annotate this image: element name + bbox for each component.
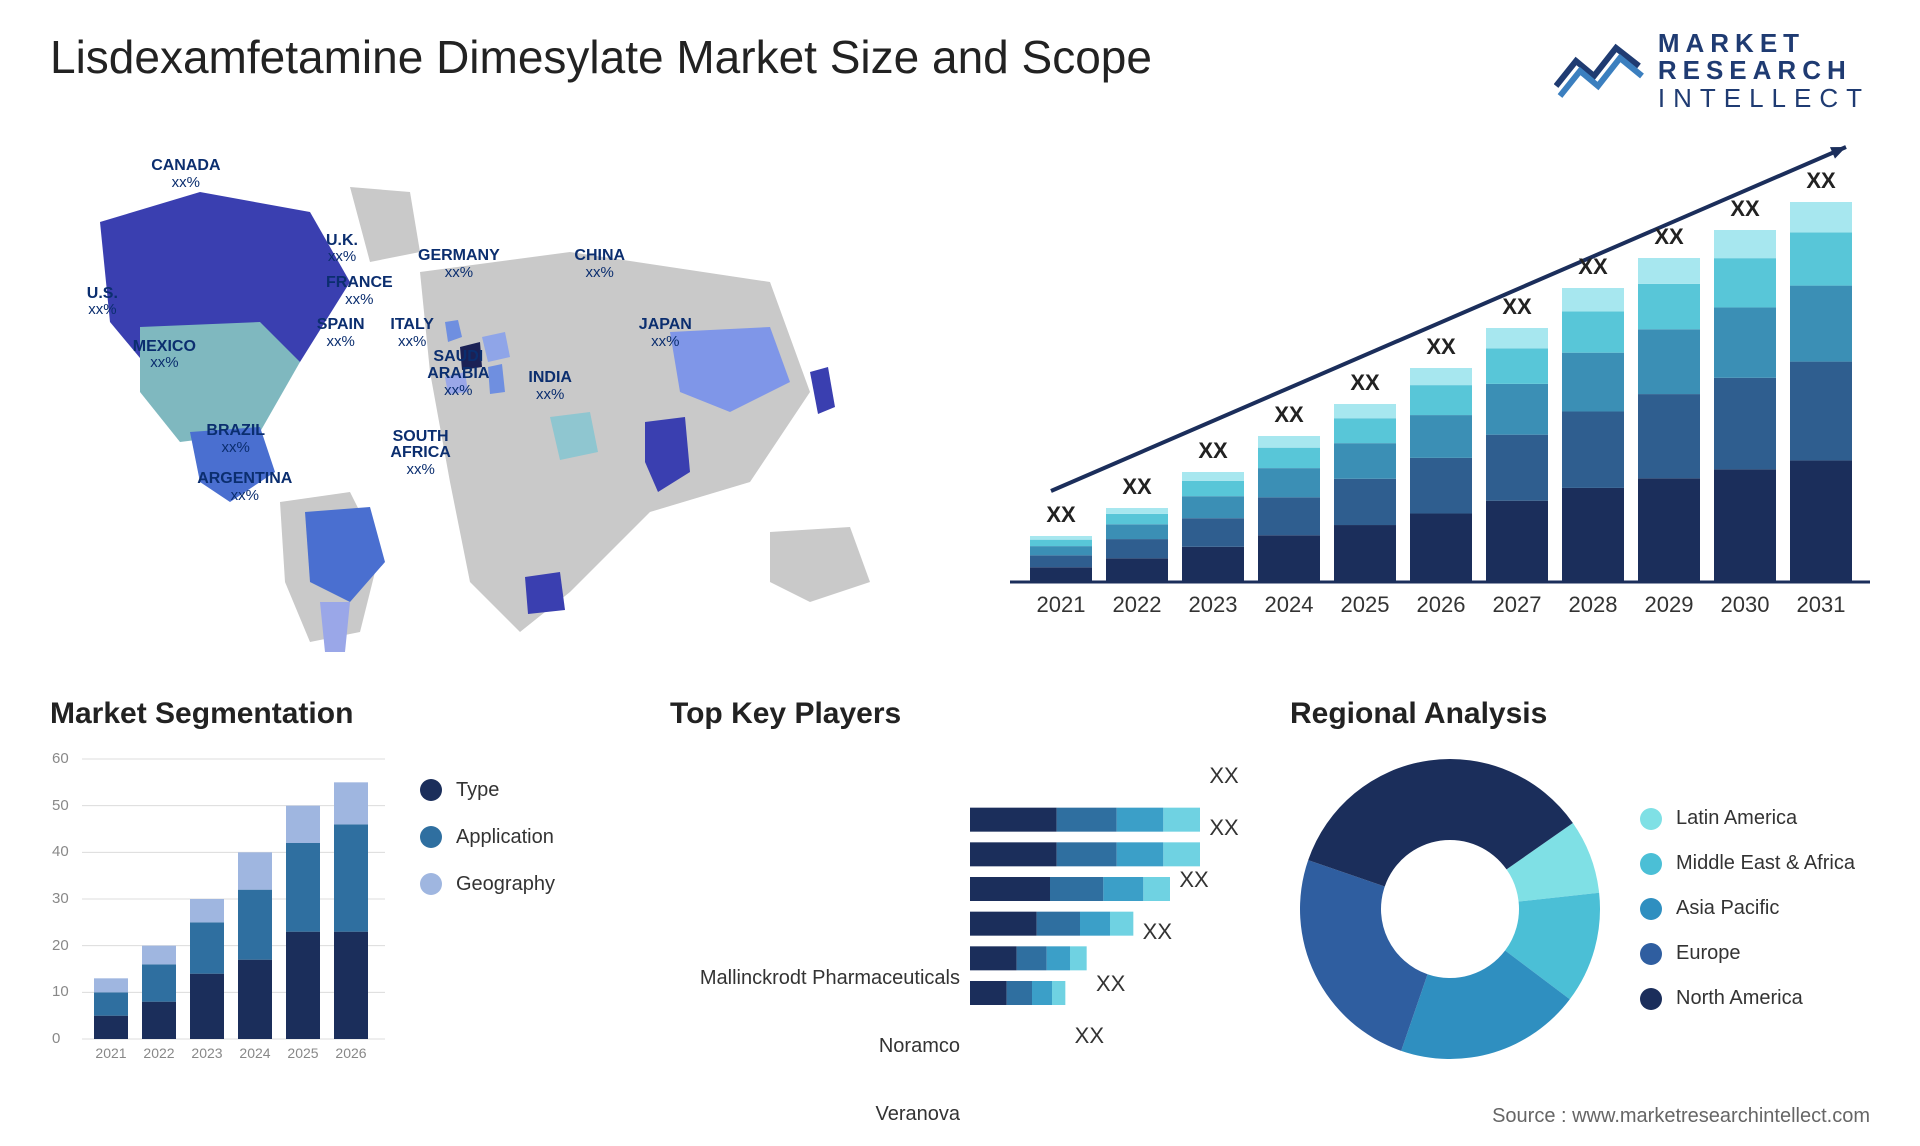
brand-logo: MARKET RESEARCH INTELLECT — [1554, 30, 1870, 112]
player-name — [670, 885, 960, 937]
segmentation-y-tick: 50 — [52, 797, 69, 814]
regional-panel: Regional Analysis Latin America Middle Ea… — [1290, 697, 1870, 1145]
segmentation-legend-item: Application — [420, 826, 555, 849]
segmentation-x-tick: 2024 — [239, 1045, 270, 1061]
growth-bar-value: XX — [1350, 370, 1379, 396]
player-bar-value: XX — [1209, 815, 1238, 841]
logo-mark-icon — [1554, 36, 1644, 106]
map-country-label: SAUDIARABIAxx% — [427, 349, 489, 398]
segmentation-y-tick: 60 — [52, 750, 69, 767]
map-country-label: INDIAxx% — [528, 370, 572, 403]
player-name: Noramco — [670, 1021, 960, 1073]
segmentation-legend-item: Type — [420, 779, 555, 802]
map-country-label: SPAINxx% — [317, 317, 365, 350]
segmentation-y-tick: 0 — [52, 1030, 60, 1047]
player-name: Mallinckrodt Pharmaceuticals — [670, 953, 960, 1005]
segmentation-y-tick: 30 — [52, 890, 69, 907]
logo-line2: RESEARCH — [1658, 57, 1870, 84]
player-name — [670, 749, 960, 801]
growth-bar-year: 2022 — [1113, 592, 1162, 618]
map-country-label: ARGENTINAxx% — [197, 471, 292, 504]
map-country-label: FRANCExx% — [326, 275, 393, 308]
growth-bar-year: 2030 — [1721, 592, 1770, 618]
growth-bar-value: XX — [1198, 438, 1227, 464]
players-panel: Top Key Players Mallinckrodt Pharmaceuti… — [670, 697, 1250, 1145]
segmentation-chart: 0 10 20 30 40 50 60 2021 2022 2023 2024 2025 2026 — [50, 749, 390, 1069]
regional-title: Regional Analysis — [1290, 697, 1870, 731]
map-country-label: CANADAxx% — [151, 158, 220, 191]
regional-legend-item: Europe — [1640, 942, 1855, 965]
player-bar-value: XX — [1143, 919, 1172, 945]
growth-bar-year: 2025 — [1341, 592, 1390, 618]
map-country-label: U.K.xx% — [326, 233, 358, 266]
page-title: Lisdexamfetamine Dimesylate Market Size … — [50, 30, 1152, 84]
map-country-label: MEXICOxx% — [133, 339, 196, 372]
segmentation-legend: Type Application Geography — [420, 779, 555, 1069]
growth-bar-year: 2031 — [1797, 592, 1846, 618]
source-text: Source : www.marketresearchintellect.com — [1492, 1105, 1870, 1128]
growth-bar-value: XX — [1274, 402, 1303, 428]
segmentation-title: Market Segmentation — [50, 697, 630, 731]
segmentation-legend-item: Geography — [420, 873, 555, 896]
growth-bar-value: XX — [1122, 474, 1151, 500]
map-country-label: SOUTHAFRICAxx% — [390, 429, 450, 478]
player-bar-value: XX — [1096, 971, 1125, 997]
growth-bar-year: 2023 — [1189, 592, 1238, 618]
map-country-label: CHINAxx% — [574, 248, 625, 281]
growth-bar-year: 2028 — [1569, 592, 1618, 618]
players-names: Mallinckrodt Pharmaceuticals Noramco Veran… — [670, 749, 960, 1145]
growth-bar-value: XX — [1426, 334, 1455, 360]
growth-bar-value: XX — [1046, 502, 1075, 528]
segmentation-x-tick: 2023 — [191, 1045, 222, 1061]
regional-legend-item: Asia Pacific — [1640, 897, 1855, 920]
map-country-label: JAPANxx% — [639, 317, 692, 350]
growth-bar-year: 2021 — [1037, 592, 1086, 618]
segmentation-panel: Market Segmentation 0 10 20 30 40 50 60 2021 202… — [50, 697, 630, 1145]
regional-legend: Latin America Middle East & Africa Asia Pa… — [1640, 807, 1855, 1010]
growth-bar-year: 2024 — [1265, 592, 1314, 618]
growth-bar-chart: XX 2021 XX 2022 XX 2023 XX 2024 XX 2025 XX 2026 XX 20… — [1010, 132, 1870, 662]
growth-bar-year: 2026 — [1417, 592, 1466, 618]
map-country-label: GERMANYxx% — [418, 248, 500, 281]
growth-bar-value: XX — [1806, 168, 1835, 194]
segmentation-x-tick: 2022 — [143, 1045, 174, 1061]
segmentation-x-tick: 2025 — [287, 1045, 318, 1061]
map-country-label: BRAZILxx% — [206, 423, 265, 456]
player-bar-value: XX — [1075, 1023, 1104, 1049]
growth-bar-year: 2029 — [1645, 592, 1694, 618]
player-bar-value: XX — [1179, 867, 1208, 893]
player-name — [670, 817, 960, 869]
segmentation-y-tick: 20 — [52, 937, 69, 954]
player-bar-value: XX — [1209, 763, 1238, 789]
regional-legend-item: North America — [1640, 987, 1855, 1010]
growth-bar-value: XX — [1730, 196, 1759, 222]
segmentation-x-tick: 2026 — [335, 1045, 366, 1061]
segmentation-x-tick: 2021 — [95, 1045, 126, 1061]
segmentation-y-tick: 10 — [52, 983, 69, 1000]
player-name: Veranova — [670, 1089, 960, 1141]
players-chart: XXXXXXXXXXXX — [970, 749, 1250, 1069]
world-map: CANADAxx% U.S.xx% MEXICOxx% BRAZILxx% ARGENT… — [50, 132, 970, 662]
map-country-label: U.S.xx% — [87, 286, 118, 319]
map-country-label: ITALYxx% — [390, 317, 434, 350]
regional-donut-chart — [1290, 749, 1610, 1069]
growth-bar-year: 2027 — [1493, 592, 1542, 618]
players-title: Top Key Players — [670, 697, 1250, 731]
logo-line1: MARKET — [1658, 30, 1870, 57]
segmentation-y-tick: 40 — [52, 843, 69, 860]
growth-bar-value: XX — [1654, 224, 1683, 250]
regional-legend-item: Latin America — [1640, 807, 1855, 830]
growth-bar-value: XX — [1578, 254, 1607, 280]
growth-bar-value: XX — [1502, 294, 1531, 320]
logo-line3: INTELLECT — [1658, 85, 1870, 112]
regional-legend-item: Middle East & Africa — [1640, 852, 1855, 875]
